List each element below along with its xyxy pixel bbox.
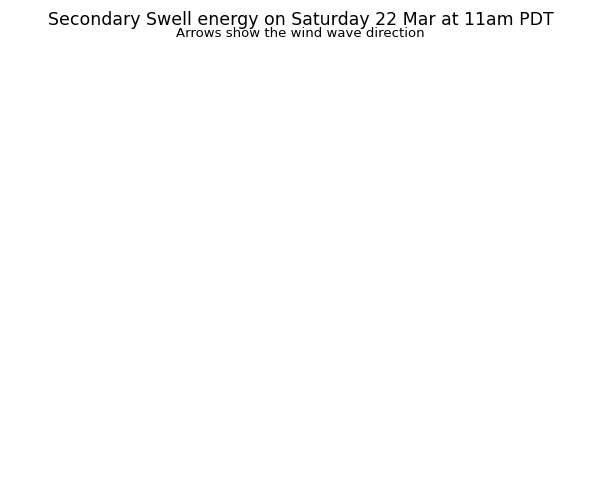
Text: Arrows show the wind wave direction: Arrows show the wind wave direction: [176, 27, 425, 40]
Text: Secondary Swell energy on Saturday 22 Mar at 11am PDT: Secondary Swell energy on Saturday 22 Ma…: [47, 11, 554, 29]
Text: Install cartopy for proper map rendering: Install cartopy for proper map rendering: [160, 263, 441, 277]
